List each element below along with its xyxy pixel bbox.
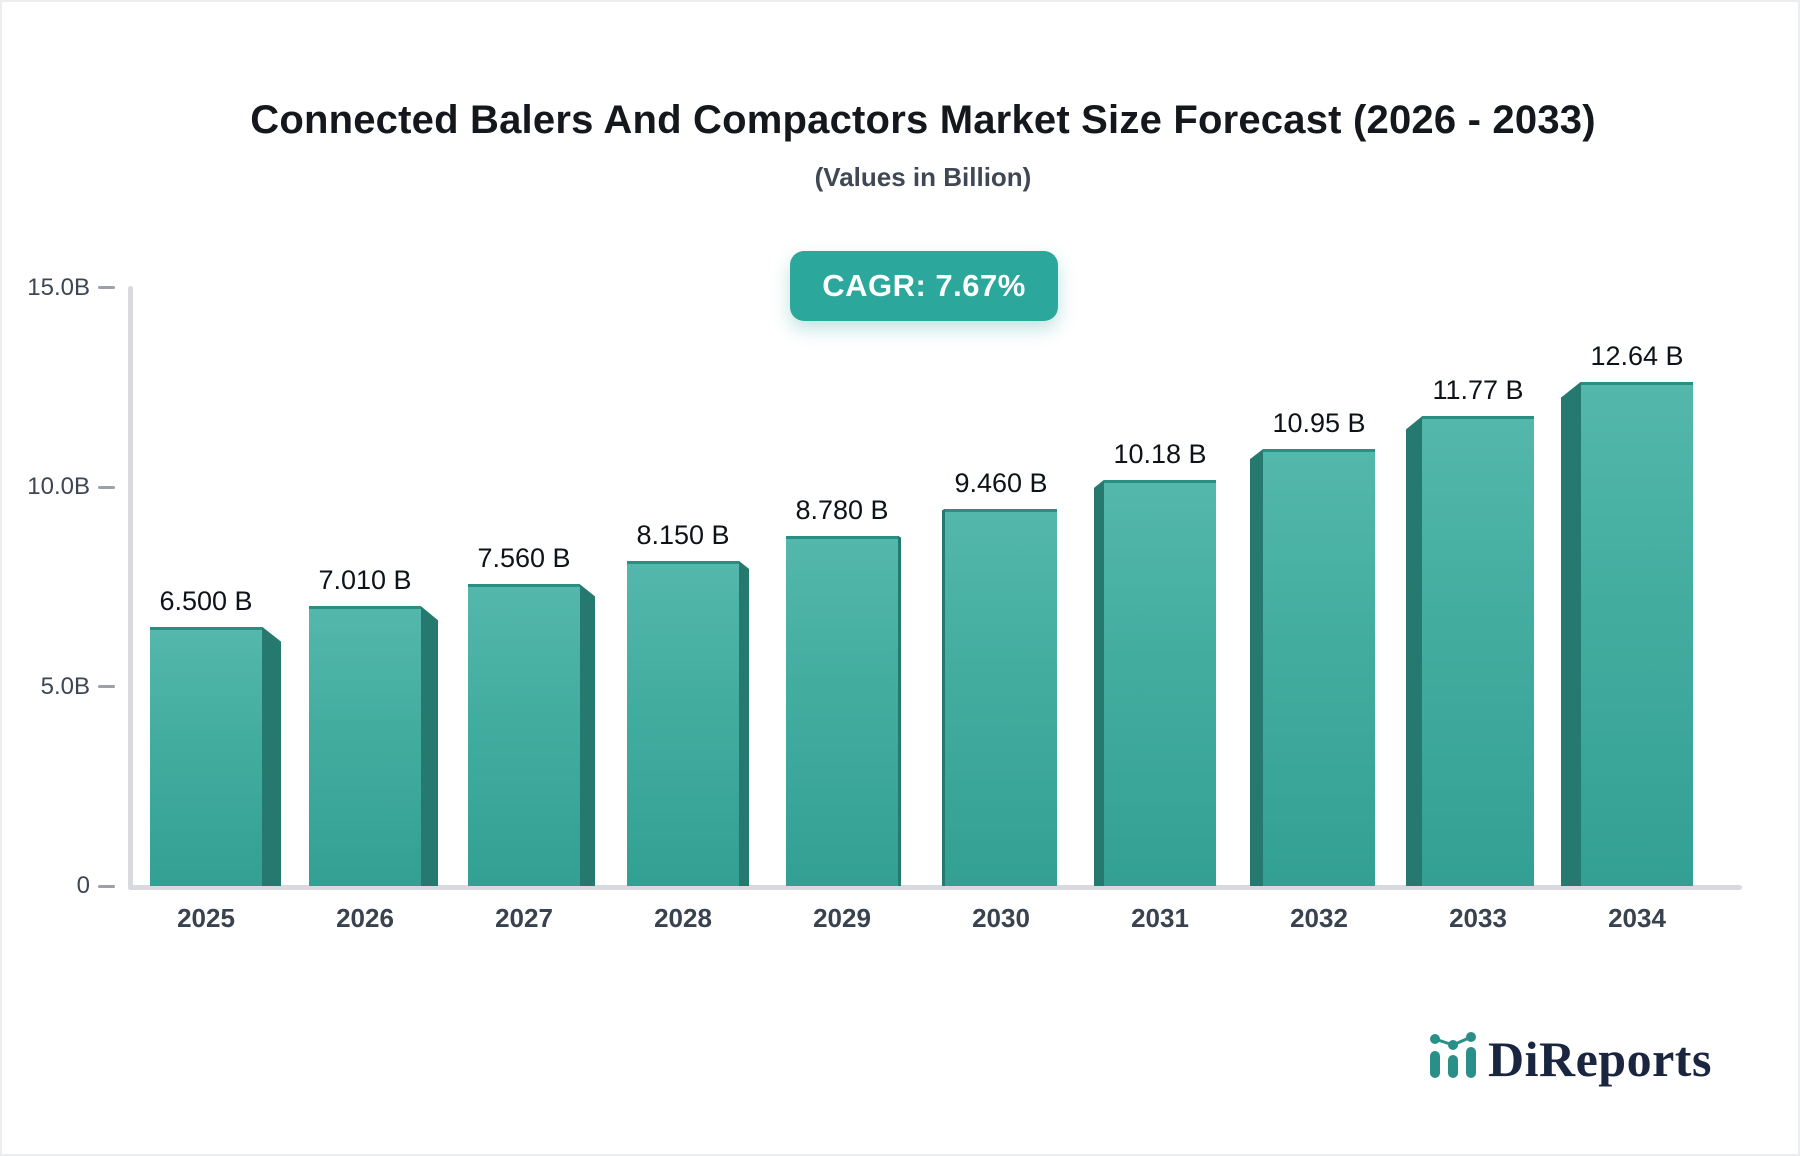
- bar-2025[interactable]: [150, 626, 262, 886]
- bar-value-label: 7.010 B: [318, 565, 412, 596]
- y-tick-label: 5.0B: [40, 672, 90, 700]
- y-tick-label: 0: [76, 872, 90, 899]
- x-axis-label-2033: 2033: [1449, 903, 1507, 933]
- bar-2029[interactable]: [786, 535, 898, 886]
- bar-2031[interactable]: [1104, 479, 1216, 886]
- bar-2032[interactable]: [1263, 449, 1375, 886]
- bar-side[interactable]: [1561, 381, 1581, 886]
- x-axis-label-2029: 2029: [813, 903, 871, 933]
- x-axis-label-2025: 2025: [177, 903, 235, 933]
- cagr-badge: CAGR: 7.67%: [790, 251, 1058, 321]
- x-axis-label-2026: 2026: [336, 903, 394, 933]
- x-axis-label-2032: 2032: [1290, 903, 1348, 933]
- bar-value-label: 8.150 B: [636, 519, 730, 550]
- chart-title: Connected Balers And Compactors Market S…: [250, 98, 1596, 142]
- bar-value-label: 10.18 B: [1113, 438, 1207, 469]
- bar-side[interactable]: [942, 508, 945, 886]
- x-axis-label-2030: 2030: [972, 903, 1030, 933]
- y-axis-line: [128, 286, 133, 890]
- bar-side[interactable]: [1250, 449, 1263, 886]
- x-axis-label-2027: 2027: [495, 903, 553, 933]
- mini-bar-chart-icon: [1430, 1032, 1476, 1078]
- bar-value-label: 9.460 B: [954, 467, 1048, 498]
- y-tick-dash: [98, 485, 115, 489]
- bar-value-label: 11.77 B: [1432, 375, 1524, 406]
- bar-side[interactable]: [580, 584, 595, 886]
- cagr-badge-label: CAGR: 7.67%: [822, 268, 1026, 303]
- bar-value-label: 8.780 B: [795, 494, 889, 525]
- bar-2028[interactable]: [627, 560, 739, 886]
- bar-side[interactable]: [1094, 479, 1104, 886]
- x-axis-line: [128, 885, 1742, 890]
- brand-logo-text: DiReports: [1488, 1031, 1712, 1087]
- bar-side[interactable]: [262, 626, 281, 886]
- bar-side[interactable]: [1406, 416, 1422, 886]
- chart-subtitle: (Values in Billion): [814, 162, 1032, 192]
- bar-value-label: 7.560 B: [477, 543, 571, 574]
- bar-side[interactable]: [421, 606, 438, 886]
- bar-value-label: 6.500 B: [159, 585, 253, 616]
- bar-2030[interactable]: [945, 508, 1057, 886]
- bar-2034[interactable]: [1581, 381, 1693, 886]
- bar-value-label: 12.64 B: [1590, 340, 1684, 371]
- y-tick-label: 15.0B: [27, 273, 90, 301]
- bar-value-label: 10.95 B: [1272, 408, 1366, 439]
- y-tick-dash: [98, 685, 115, 688]
- bar-side[interactable]: [898, 535, 901, 886]
- y-tick-label: 10.0B: [27, 473, 90, 500]
- y-tick-dash: [98, 884, 115, 888]
- x-axis-label-2034: 2034: [1608, 903, 1666, 933]
- bar-2026[interactable]: [309, 606, 421, 886]
- brand-logo: DiReports: [1428, 1032, 1712, 1085]
- bar-2027[interactable]: [468, 584, 580, 886]
- bar-side[interactable]: [739, 560, 749, 886]
- x-axis-label-2028: 2028: [654, 903, 712, 933]
- bar-2033[interactable]: [1422, 416, 1534, 886]
- x-axis-label-2031: 2031: [1131, 903, 1189, 933]
- y-tick-dash: [98, 286, 115, 289]
